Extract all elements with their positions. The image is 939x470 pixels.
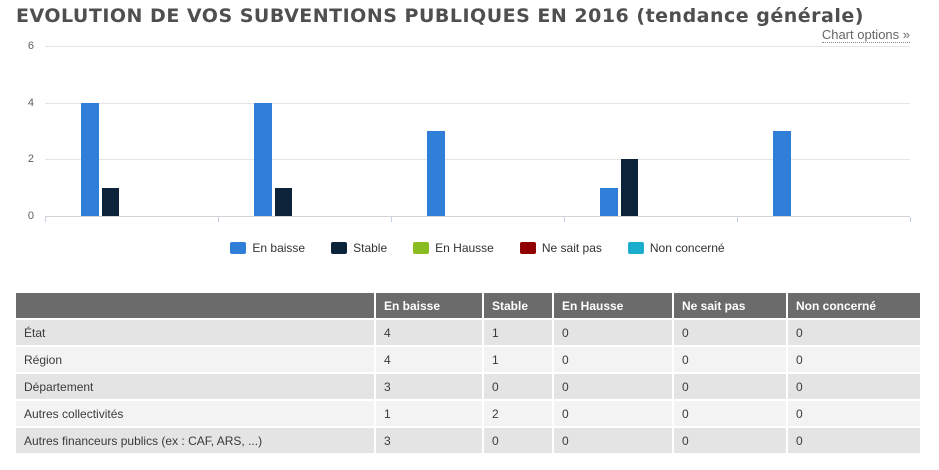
legend-label: Non concerné: [649, 241, 725, 255]
bar-en-baisse[interactable]: [427, 131, 445, 216]
legend-label: Stable: [353, 241, 388, 255]
table-cell: 0: [552, 372, 674, 401]
table-body: État 4 1 0 0 0 Région 4 1 0 0 0 Département 3 0 0 0 0 Autr…: [14, 318, 922, 455]
y-axis-tick-label: 0: [27, 210, 34, 222]
x-axis-tick: [218, 217, 219, 222]
table-row: État 4 1 0 0 0: [14, 318, 922, 347]
table-header-cell: Ne sait pas: [672, 291, 788, 320]
table-cell: 0: [786, 345, 922, 374]
chart-plot-area: [45, 46, 910, 217]
table-cell: 3: [374, 426, 484, 455]
bar-stable[interactable]: [102, 187, 120, 216]
y-axis-tick-label: 4: [27, 96, 34, 109]
table-cell: 1: [482, 318, 554, 347]
gridline: [45, 46, 910, 47]
gridline: [45, 102, 910, 104]
table-header-cell: En Hausse: [552, 291, 674, 320]
table-header-cell: En baisse: [374, 291, 484, 320]
table-cell: 0: [552, 318, 674, 347]
x-axis-tick: [391, 217, 392, 222]
bar-en-baisse[interactable]: [254, 102, 272, 216]
chart-options-link[interactable]: Chart options »: [821, 27, 910, 43]
legend-item-en-baisse[interactable]: En baisse: [230, 241, 305, 255]
table-cell: 0: [672, 345, 788, 374]
data-table: En baisse Stable En Hausse Ne sait pas Non c…: [14, 291, 922, 455]
table-cell: 0: [552, 426, 674, 455]
legend-swatch: [627, 242, 644, 254]
table-cell: 0: [482, 372, 554, 401]
table-cell: 0: [672, 426, 788, 455]
table-cell: 0: [552, 399, 674, 428]
table-row-label: Autres collectivités: [14, 399, 376, 428]
page-title: EVOLUTION DE VOS SUBVENTIONS PUBLIQUES E…: [16, 5, 864, 27]
legend-item-ne-sait-pas[interactable]: Ne sait pas: [519, 241, 602, 255]
table-cell: 0: [672, 372, 788, 401]
table-cell: 1: [482, 345, 554, 374]
table-cell: 4: [374, 345, 484, 374]
table-row: Région 4 1 0 0 0: [14, 345, 922, 374]
table-cell: 0: [672, 318, 788, 347]
bar-en-baisse[interactable]: [773, 131, 791, 216]
bar-stable[interactable]: [621, 159, 639, 216]
table-row-label: Département: [14, 372, 376, 401]
table-cell: 2: [482, 399, 554, 428]
legend-swatch: [519, 242, 536, 254]
table-cell: 0: [672, 399, 788, 428]
legend-item-non-concerné[interactable]: Non concerné: [627, 241, 725, 255]
table-row-label: Région: [14, 345, 376, 374]
table-cell: 0: [786, 318, 922, 347]
gridline: [45, 159, 910, 161]
table-row-label: État: [14, 318, 376, 347]
bar-chart: 0 2 4 6: [27, 40, 911, 222]
table-cell: 0: [552, 345, 674, 374]
bar-en-baisse[interactable]: [600, 187, 618, 216]
table-cell: 3: [374, 372, 484, 401]
legend-swatch: [230, 242, 247, 254]
table-row: Autres financeurs publics (ex : CAF, ARS…: [14, 426, 922, 455]
legend-swatch: [331, 242, 348, 254]
table-cell: 0: [786, 426, 922, 455]
legend-label: En baisse: [252, 241, 306, 255]
table-row-label: Autres financeurs publics (ex : CAF, ARS…: [14, 426, 376, 455]
y-axis-tick-label: 6: [27, 40, 34, 52]
x-axis-tick: [564, 217, 565, 222]
x-axis-tick: [737, 217, 738, 222]
table-header-row: En baisse Stable En Hausse Ne sait pas Non c…: [14, 291, 922, 320]
table-cell: 0: [786, 399, 922, 428]
table-cell: 0: [786, 372, 922, 401]
table-cell: 4: [374, 318, 484, 347]
table-header-cell: Non concerné: [786, 291, 922, 320]
legend-swatch: [413, 242, 430, 254]
y-axis-tick-label: 2: [27, 153, 34, 166]
x-axis-tick: [910, 217, 911, 222]
chart-legend: En baisse Stable En Hausse Ne sait pas Non c…: [45, 241, 910, 255]
table-cell: 1: [374, 399, 484, 428]
table-head: En baisse Stable En Hausse Ne sait pas Non c…: [14, 291, 922, 320]
legend-label: Ne sait pas: [541, 241, 602, 255]
legend-item-stable[interactable]: Stable: [331, 241, 387, 255]
table-header-cell: [14, 291, 376, 320]
table-row: Département 3 0 0 0 0: [14, 372, 922, 401]
table-cell: 0: [482, 426, 554, 455]
x-axis-tick: [45, 217, 46, 222]
legend-item-en-hausse[interactable]: En Hausse: [413, 241, 494, 255]
bar-en-baisse[interactable]: [81, 102, 99, 216]
bar-stable[interactable]: [275, 187, 293, 216]
table-header-cell: Stable: [482, 291, 554, 320]
table-row: Autres collectivités 1 2 0 0 0: [14, 399, 922, 428]
legend-label: En Hausse: [435, 241, 494, 255]
